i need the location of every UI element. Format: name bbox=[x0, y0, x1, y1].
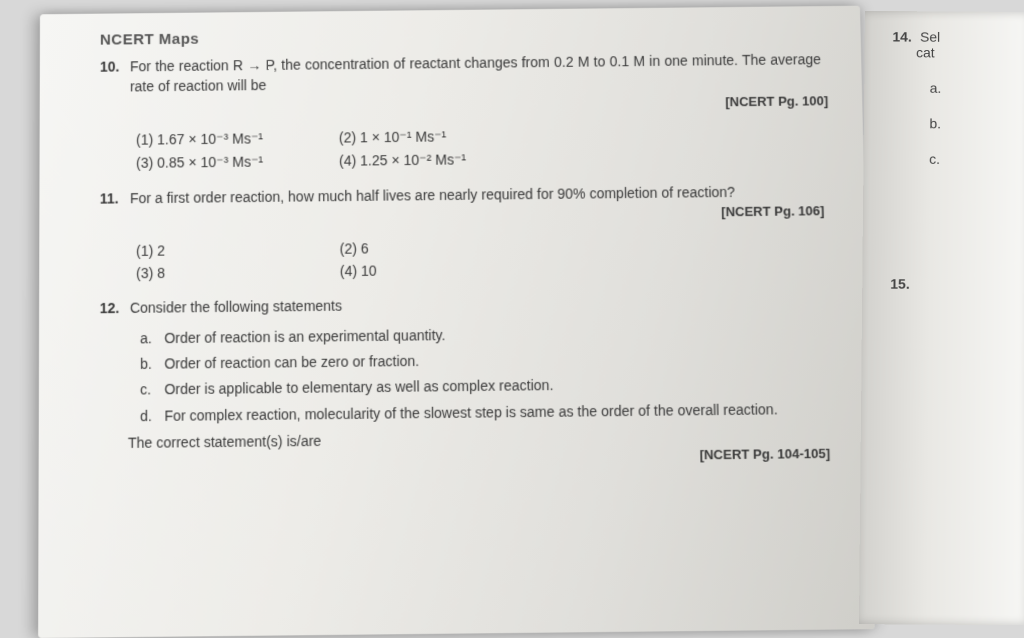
q12-d-text: For complex reaction, molecularity of th… bbox=[164, 398, 833, 426]
q11-number: 11. bbox=[100, 189, 126, 210]
section-header: NCERT Maps bbox=[100, 24, 827, 49]
q12-d-label: d. bbox=[140, 405, 160, 426]
q11-ref: [NCERT Pg. 106] bbox=[130, 202, 825, 228]
q12-c-text: Order is applicable to elementary as wel… bbox=[164, 372, 832, 400]
q12-a-text: Order of reaction is an experimental qua… bbox=[164, 321, 831, 349]
q12-stmt-a: a. Order of reaction is an experimental … bbox=[140, 321, 833, 349]
q11-opt4: (4) 10 bbox=[334, 258, 536, 280]
r14-line1: Sel bbox=[920, 29, 1009, 45]
q10-opt3: (3) 0.85 × 10⁻³ Ms⁻¹ bbox=[130, 151, 331, 174]
question-10: 10. For the reaction R → P, the concentr… bbox=[100, 49, 828, 118]
q11-body: For a first order reaction, how much hal… bbox=[130, 184, 735, 207]
q11-text: For a first order reaction, how much hal… bbox=[130, 181, 825, 228]
question-12: 12. Consider the following statements bbox=[100, 290, 833, 318]
r15-number: 15. bbox=[890, 276, 914, 292]
r14-line2: cat bbox=[916, 45, 1005, 61]
q11-opt1: (1) 2 bbox=[130, 238, 332, 260]
q12-b-text: Order of reaction can be zero or fractio… bbox=[164, 346, 832, 374]
q12-stmt-b: b. Order of reaction can be zero or frac… bbox=[140, 346, 834, 374]
q10-number: 10. bbox=[100, 56, 126, 77]
q10-opt2: (2) 1 × 10⁻¹ Ms⁻¹ bbox=[333, 126, 534, 149]
left-page: NCERT Maps 10. For the reaction R → P, t… bbox=[38, 6, 875, 638]
right-page: 14. Sel cat a. b. c. 15. bbox=[859, 11, 1024, 625]
q12-number: 12. bbox=[100, 297, 126, 318]
q11-opt2: (2) 6 bbox=[334, 236, 536, 258]
q11-options: (1) 2 (2) 6 (3) 8 (4) 10 bbox=[128, 234, 538, 285]
q12-stmt-d: d. For complex reaction, molecularity of… bbox=[140, 398, 835, 426]
q10-text: For the reaction R → P, the concentratio… bbox=[130, 49, 822, 97]
right-q15: 15. bbox=[890, 276, 1024, 293]
q10-opt4: (4) 1.25 × 10⁻² Ms⁻¹ bbox=[333, 149, 534, 172]
right-q14: 14. Sel cat a. b. c. bbox=[891, 29, 1024, 168]
r14-number: 14. bbox=[892, 29, 916, 45]
r14-b: b. bbox=[929, 115, 1024, 131]
r14-a: a. bbox=[930, 80, 1024, 96]
q12-c-label: c. bbox=[140, 379, 160, 400]
q11-opt3: (3) 8 bbox=[130, 261, 332, 283]
q10-opt1: (1) 1.67 × 10⁻³ Ms⁻¹ bbox=[130, 128, 331, 151]
q12-text: Consider the following statements bbox=[130, 290, 827, 318]
question-11: 11. For a first order reaction, how much… bbox=[100, 181, 831, 228]
q10-options: (1) 1.67 × 10⁻³ Ms⁻¹ (2) 1 × 10⁻¹ Ms⁻¹ (… bbox=[128, 124, 536, 177]
r14-c: c. bbox=[929, 151, 1024, 167]
q12-stmt-c: c. Order is applicable to elementary as … bbox=[140, 372, 835, 400]
q12-b-label: b. bbox=[140, 354, 160, 375]
q12-a-label: a. bbox=[140, 328, 160, 349]
